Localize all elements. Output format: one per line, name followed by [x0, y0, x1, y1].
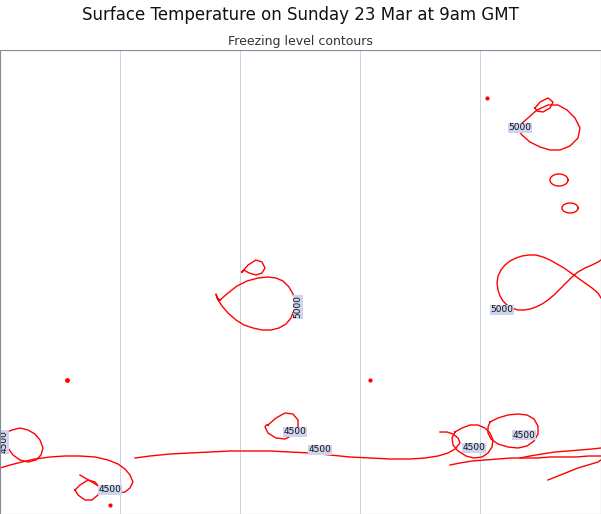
Text: Surface Temperature on Sunday 23 Mar at 9am GMT: Surface Temperature on Sunday 23 Mar at … — [82, 6, 519, 24]
Text: 4500: 4500 — [0, 431, 8, 453]
Text: 4500: 4500 — [463, 444, 486, 452]
Text: 5000: 5000 — [490, 305, 513, 315]
Text: 5000: 5000 — [508, 123, 531, 133]
Text: 4500: 4500 — [99, 486, 121, 494]
Text: 4500: 4500 — [284, 428, 307, 436]
Text: 5000: 5000 — [293, 296, 302, 319]
Text: 4500: 4500 — [308, 446, 331, 454]
Text: Freezing level contours: Freezing level contours — [228, 34, 373, 47]
Text: 4500: 4500 — [513, 431, 535, 439]
